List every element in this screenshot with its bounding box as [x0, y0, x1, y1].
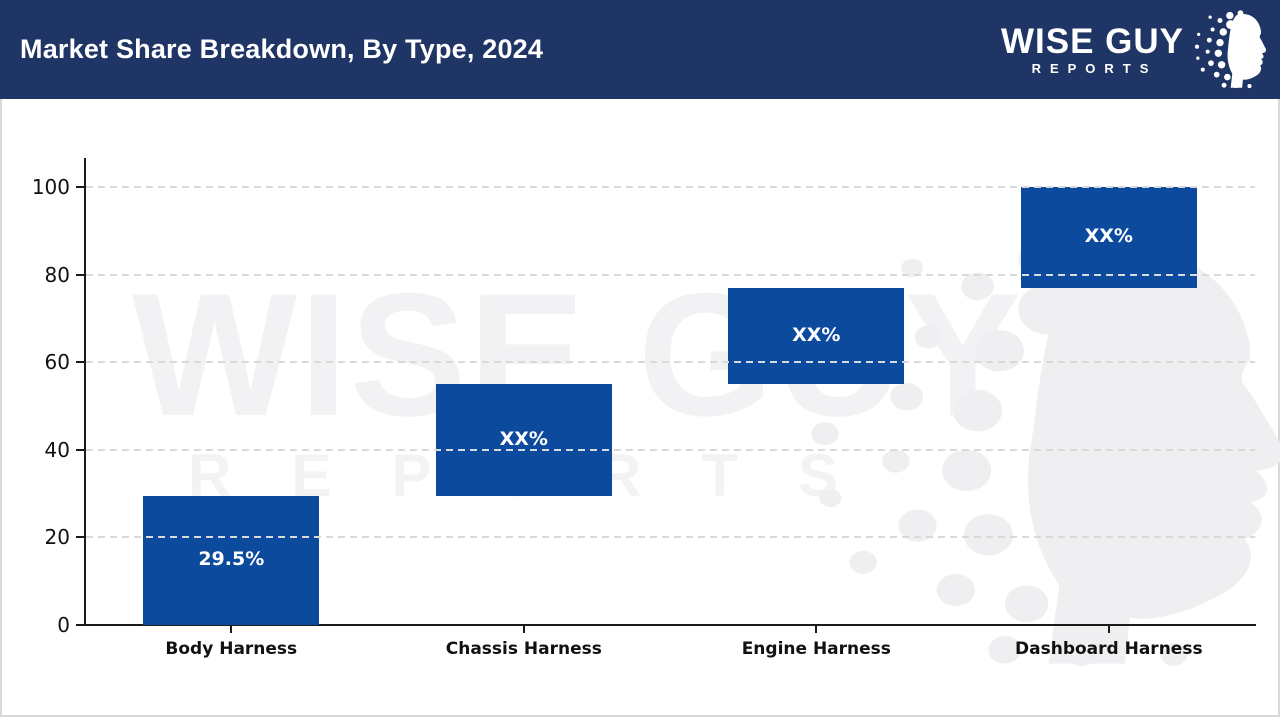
- y-tick-label-40: 40: [44, 437, 70, 462]
- y-tick-40: [76, 448, 84, 451]
- x-tick: [522, 626, 525, 633]
- y-tick-60: [76, 361, 84, 364]
- gridline-80: [86, 273, 1255, 276]
- bar-body-harness: [143, 495, 320, 625]
- page-title: Market Share Breakdown, By Type, 2024: [20, 34, 544, 64]
- brand-subtitle-text: REPORTS: [1031, 61, 1158, 76]
- x-tick: [815, 626, 818, 633]
- header-bar: Market Share Breakdown, By Type, 2024 WI…: [0, 0, 1280, 99]
- brand-logo: WISE GUY REPORTS: [1001, 4, 1270, 95]
- y-tick-label-80: 80: [44, 262, 70, 287]
- brand-wordmark: WISE GUY REPORTS: [1001, 24, 1184, 75]
- bar-engine-harness: [728, 287, 905, 385]
- gridline-40: [86, 448, 1255, 451]
- bar-chassis-harness: [435, 384, 612, 496]
- bar-dashboard-harness: [1020, 187, 1197, 288]
- gridline-100: [86, 186, 1255, 188]
- x-tick: [1107, 626, 1110, 633]
- bar-value-label: 29.5%: [198, 548, 265, 571]
- bar-value-label: XX%: [499, 427, 548, 450]
- y-tick-20: [76, 536, 84, 539]
- x-category-label: Body Harness: [165, 639, 298, 659]
- y-tick-80: [76, 273, 84, 276]
- bar-value-label: XX%: [1084, 225, 1133, 248]
- y-tick-label-100: 100: [31, 175, 70, 199]
- brand-name-text: WISE GUY: [1000, 22, 1184, 61]
- y-tick-0: [76, 624, 84, 626]
- x-tick: [230, 626, 233, 633]
- y-tick-100: [76, 186, 84, 188]
- y-tick-label-0: 0: [57, 613, 70, 637]
- bar-value-label: XX%: [792, 323, 841, 346]
- gridline-20: [86, 536, 1255, 539]
- x-category-label: Engine Harness: [741, 639, 891, 659]
- y-tick-label-20: 20: [44, 525, 70, 550]
- x-category-label: Dashboard Harness: [1015, 639, 1203, 659]
- y-tick-label-60: 60: [44, 350, 70, 375]
- x-axis-line: [84, 624, 1256, 626]
- y-axis-line: [84, 158, 86, 625]
- gridline-60: [86, 361, 1255, 364]
- x-category-label: Chassis Harness: [445, 639, 602, 659]
